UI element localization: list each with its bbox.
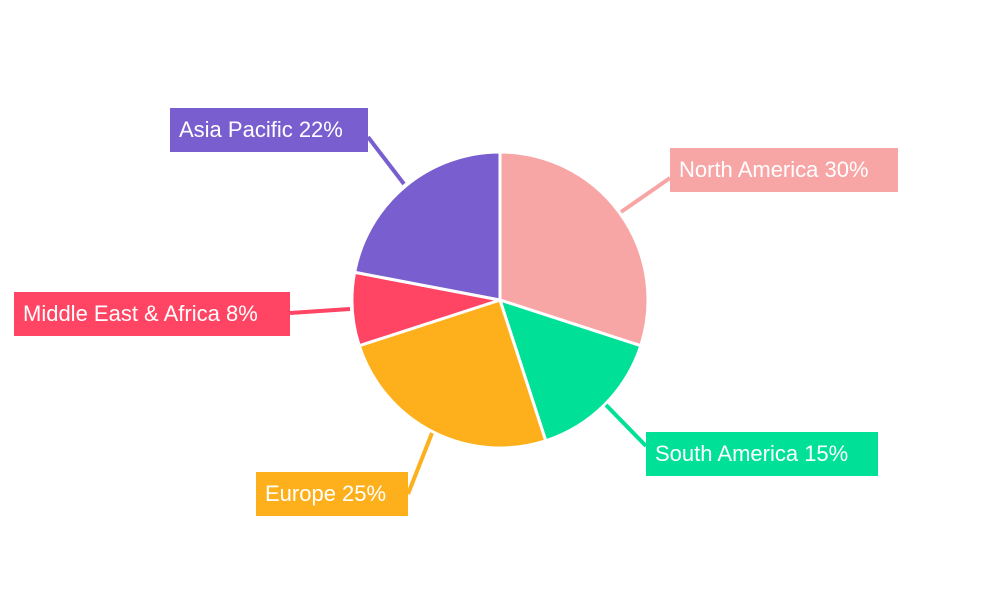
pie-slice-europe[interactable] xyxy=(357,298,548,450)
leader-line xyxy=(289,307,351,315)
leader-line xyxy=(619,176,672,214)
pie-slice-north-america[interactable] xyxy=(498,150,650,348)
slice-label: South America 15% xyxy=(646,432,878,476)
slice-label: Asia Pacific 22% xyxy=(170,108,368,152)
slice-label: North America 30% xyxy=(670,148,898,192)
leader-line xyxy=(406,432,434,495)
pie-slice-asia-pacific[interactable] xyxy=(353,150,502,302)
leader-line xyxy=(366,135,406,186)
slice-label: Europe 25% xyxy=(256,472,408,516)
leader-line xyxy=(604,403,648,448)
slice-label: Middle East & Africa 8% xyxy=(14,292,290,336)
